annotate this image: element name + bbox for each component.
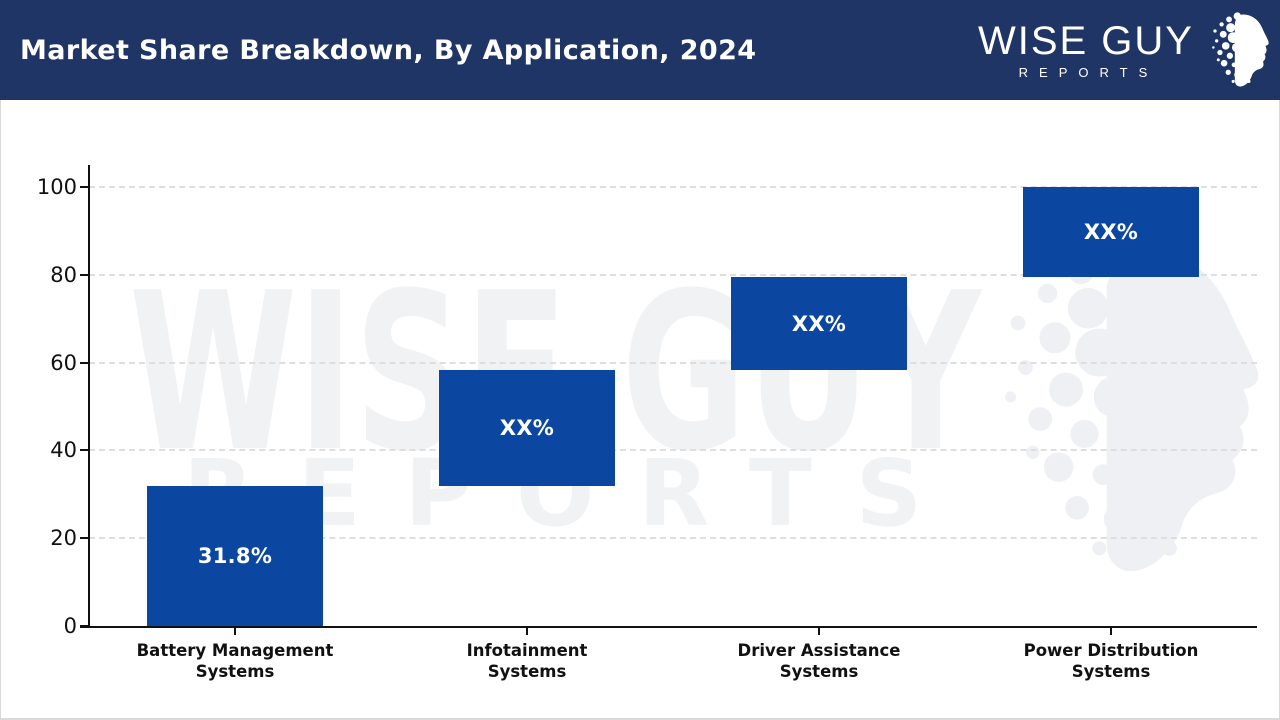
page-title: Market Share Breakdown, By Application, … — [20, 34, 757, 66]
gridline — [89, 361, 1257, 364]
x-tick-mark — [526, 628, 528, 635]
y-tick-mark — [80, 361, 89, 364]
logo-subtitle: REPORTS — [1018, 64, 1159, 80]
gridline — [89, 273, 1257, 276]
bar-value-label: XX% — [791, 311, 847, 336]
bar-segment: 31.8% — [147, 486, 323, 626]
x-category-label: Infotainment Systems — [466, 641, 588, 681]
y-tick-mark — [80, 537, 89, 540]
bar-value-label: 31.8% — [197, 544, 273, 569]
y-tick-label: 80 — [50, 262, 77, 287]
y-tick-mark — [80, 449, 89, 452]
logo-text: WISE GUY REPORTS — [978, 21, 1194, 80]
y-tick-mark — [80, 273, 89, 276]
chart-area: WISE GUY REPORTS 0 20 40 60 80 100 31.8% Batter… — [0, 100, 1280, 720]
bar-segment: XX% — [731, 276, 907, 371]
y-tick-label: 0 — [63, 614, 77, 638]
y-tick-label: 40 — [50, 438, 77, 463]
wise-guy-logo: WISE GUY REPORTS — [978, 4, 1272, 96]
x-axis-line — [80, 626, 1257, 628]
x-category-label: Power Distribution Systems — [1023, 641, 1199, 681]
y-tick-label: 100 — [36, 175, 77, 199]
x-category-label: Driver Assistance Systems — [737, 641, 901, 681]
bar-value-label: XX% — [499, 416, 555, 441]
header-bar: Market Share Breakdown, By Application, … — [0, 0, 1280, 100]
gridline — [89, 186, 1257, 188]
x-tick-mark — [818, 628, 820, 635]
x-category-label: Battery Management Systems — [136, 641, 334, 681]
logo-head-icon — [1212, 12, 1269, 87]
bar-segment: XX% — [1023, 187, 1199, 277]
bar-segment: XX% — [439, 370, 615, 487]
y-axis-line — [88, 165, 90, 628]
y-tick-mark — [80, 186, 89, 188]
y-tick-label: 60 — [50, 350, 77, 375]
logo-name: WISE GUY — [977, 18, 1194, 63]
gridline — [89, 537, 1257, 540]
x-tick-mark — [234, 628, 236, 635]
x-tick-mark — [1110, 628, 1112, 635]
bar-value-label: XX% — [1083, 219, 1139, 244]
y-tick-label: 20 — [50, 526, 77, 551]
gridline — [89, 449, 1257, 452]
